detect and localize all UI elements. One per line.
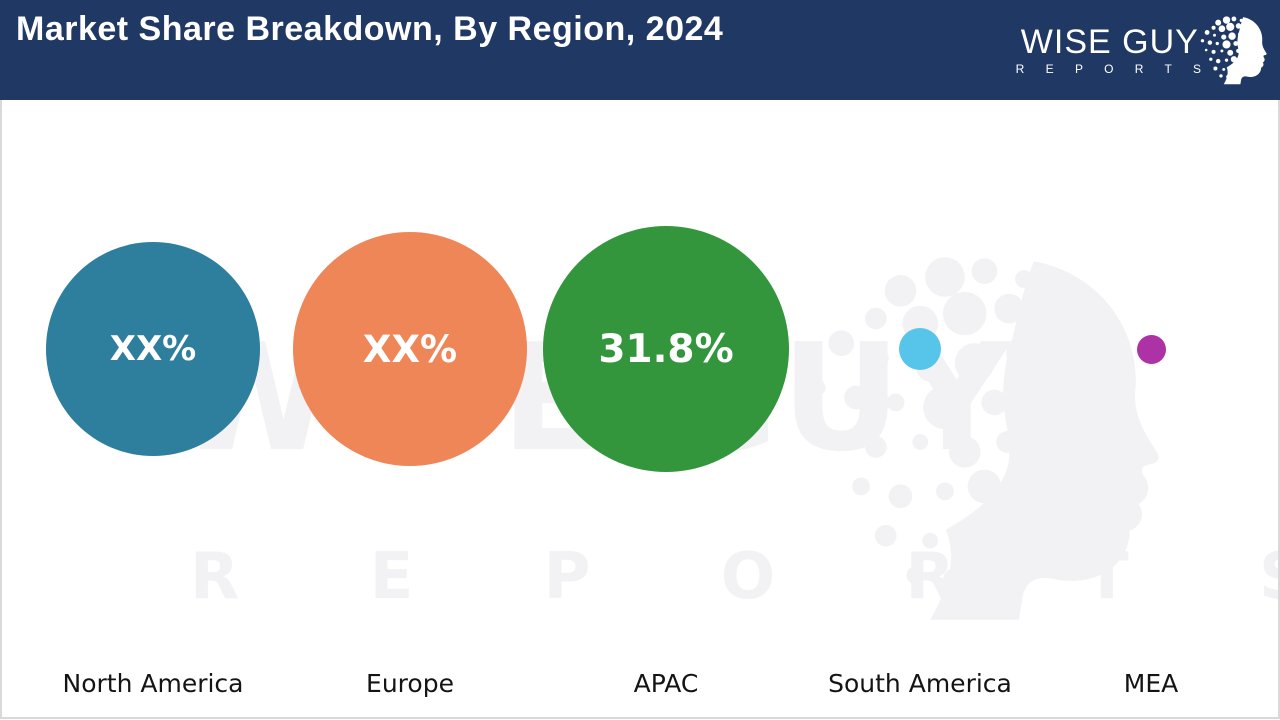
brand-logo-text: WISE GUY R E P O R T S bbox=[1010, 25, 1210, 76]
page-title: Market Share Breakdown, By Region, 2024 bbox=[16, 10, 724, 48]
bubble-europe: XX% bbox=[293, 232, 527, 466]
brand-logo: WISE GUY R E P O R T S bbox=[1010, 6, 1270, 94]
header-bar: Market Share Breakdown, By Region, 2024 … bbox=[0, 0, 1280, 100]
bubble-apac: 31.8% bbox=[543, 226, 789, 472]
category-label-europe: Europe bbox=[366, 669, 454, 698]
bubble-south-america bbox=[899, 328, 941, 370]
brand-name: WISE GUY bbox=[1020, 22, 1199, 61]
brand-subtitle: R E P O R T S bbox=[1015, 61, 1210, 76]
category-label-south-america: South America bbox=[828, 669, 1012, 698]
bubble-value-north-america: XX% bbox=[109, 329, 197, 369]
category-label-north-america: North America bbox=[62, 669, 244, 698]
bubble-mea bbox=[1136, 334, 1166, 364]
bubble-value-apac: 31.8% bbox=[598, 326, 734, 372]
bubble-value-europe: XX% bbox=[362, 327, 458, 371]
bubble-chart: WISE GUY R E P O R T S XX%North AmericaX… bbox=[0, 100, 1280, 720]
category-label-apac: APAC bbox=[633, 669, 699, 698]
category-label-mea: MEA bbox=[1123, 669, 1179, 698]
bubble-layer: XX% North America XX% Europe 31.8% APAC South … bbox=[0, 100, 1280, 720]
bubble-north-america: XX% bbox=[46, 242, 260, 456]
